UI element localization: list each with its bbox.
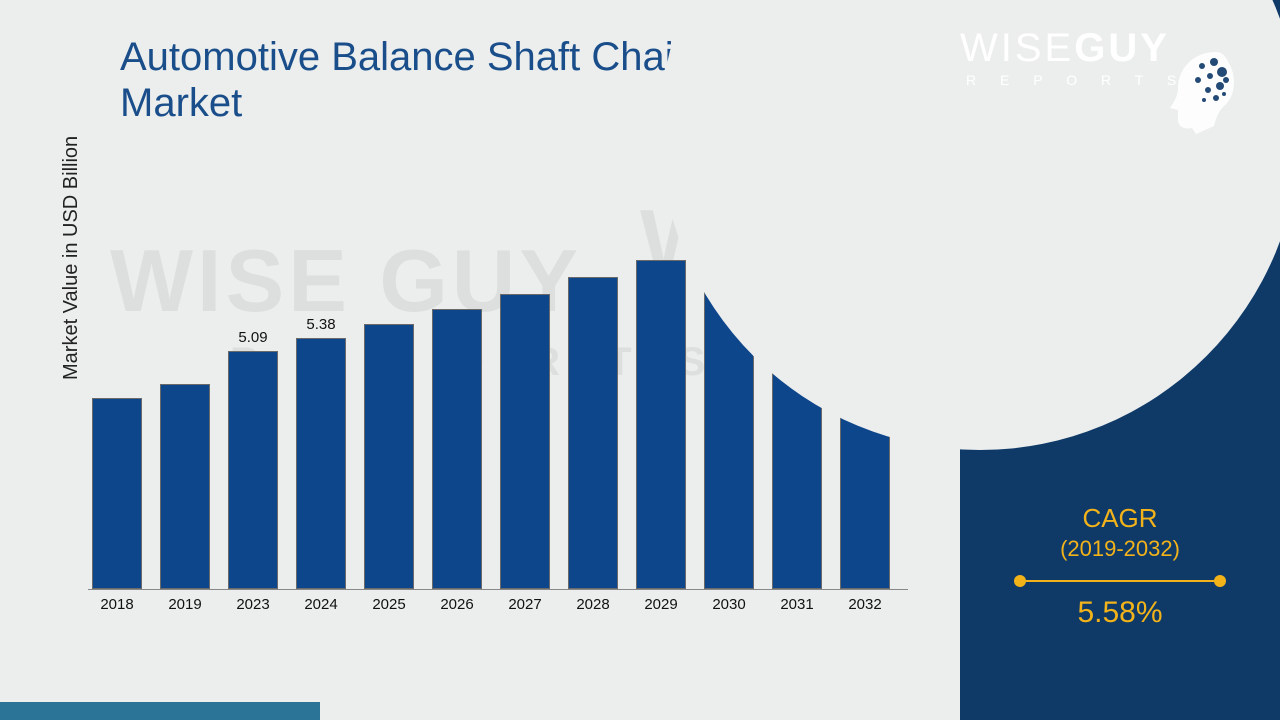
logo-head-icon xyxy=(1162,46,1242,136)
x-category-label: 2031 xyxy=(780,596,813,613)
x-category-label: 2018 xyxy=(100,596,133,613)
x-axis-categories: 2018 2019 2023 2024 2025 2026 2027 2028 2029 2030… xyxy=(88,596,908,618)
x-category-label: 2027 xyxy=(508,596,541,613)
bar xyxy=(568,277,618,589)
x-category-label: 2030 xyxy=(712,596,745,613)
x-category-label: 2026 xyxy=(440,596,473,613)
bar-value-label: 5.38 xyxy=(306,316,335,333)
x-category-label: 2029 xyxy=(644,596,677,613)
y-axis-label: Market Value in USD Billion xyxy=(60,136,83,380)
logo-word-a: WISE xyxy=(960,26,1074,70)
cagr-value: 5.58% xyxy=(960,596,1280,630)
cagr-range: (2019-2032) xyxy=(960,536,1280,562)
x-category-label: 2032 xyxy=(848,596,881,613)
cagr-divider xyxy=(1020,580,1220,582)
x-axis-baseline xyxy=(88,589,908,590)
page-root: Automotive Balance Shaft Chain Market Ma… xyxy=(0,0,1280,720)
bar xyxy=(500,294,550,589)
x-category-label: 2024 xyxy=(304,596,337,613)
x-category-label: 2023 xyxy=(236,596,269,613)
brand-logo: WISEGUY R E P O R T S xyxy=(960,28,1250,88)
bar xyxy=(160,384,210,589)
x-category-label: 2019 xyxy=(168,596,201,613)
bar xyxy=(636,260,686,589)
bar-value-label: 5.09 xyxy=(238,329,267,346)
bar xyxy=(364,324,414,589)
side-panel: WISEGUY R E P O R T S CAGR (2019-2032) 5… xyxy=(960,0,1280,720)
x-category-label: 2028 xyxy=(576,596,609,613)
cagr-label: CAGR xyxy=(960,503,1280,534)
footer-accent-bar xyxy=(0,702,320,720)
cagr-block: CAGR (2019-2032) 5.58% xyxy=(960,503,1280,630)
logo-word-b: GUY xyxy=(1074,26,1170,70)
bar xyxy=(92,398,142,589)
bar xyxy=(228,351,278,589)
x-category-label: 2025 xyxy=(372,596,405,613)
bar xyxy=(432,309,482,589)
bar xyxy=(296,338,346,589)
